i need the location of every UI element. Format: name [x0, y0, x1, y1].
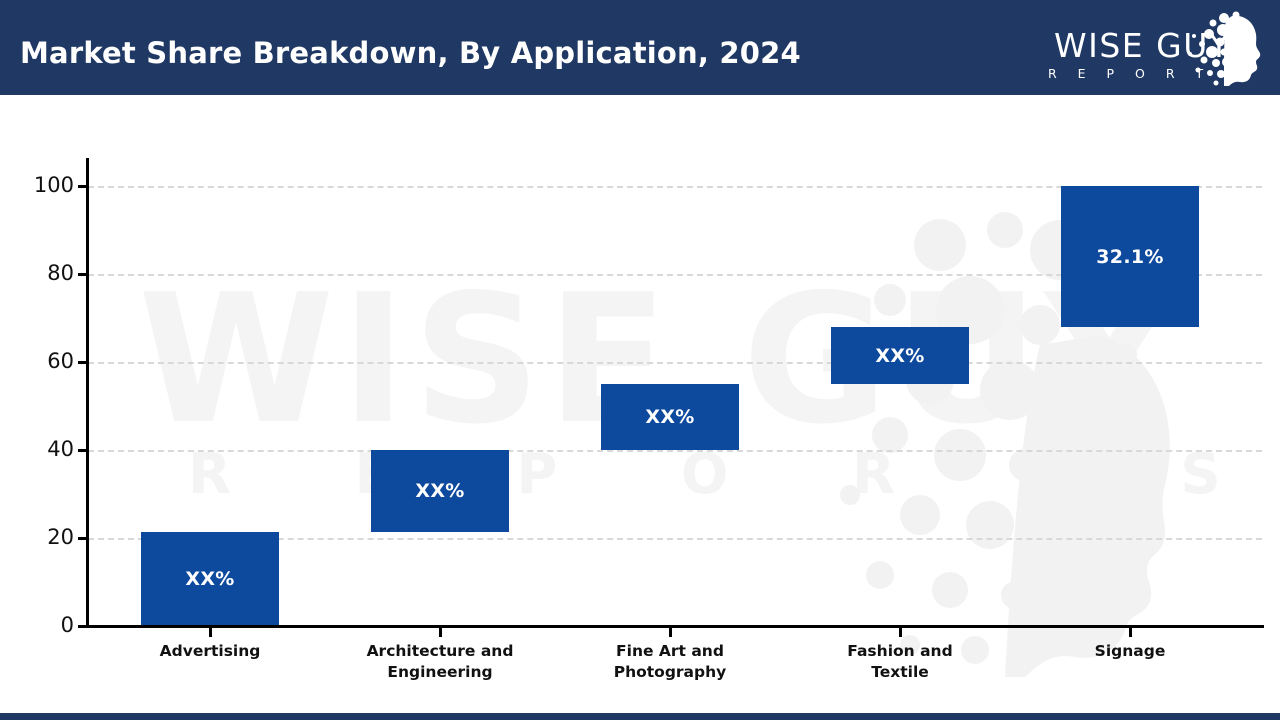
bar-value-label: XX% — [645, 406, 695, 428]
y-axis-tick — [78, 625, 87, 628]
y-axis-line — [86, 158, 89, 628]
x-axis-tick — [209, 628, 212, 637]
header-bar: Market Share Breakdown, By Application, … — [0, 0, 1280, 95]
x-axis-category-label: Fine Art and Photography — [613, 642, 727, 681]
x-axis-tick — [669, 628, 672, 637]
footer-bar — [0, 713, 1280, 720]
x-axis-category-label: Fashion and Textile — [847, 642, 953, 681]
bar-fashion-and-textile: XX% — [831, 327, 969, 384]
y-axis-tick — [78, 273, 87, 276]
y-axis-tick-label: 20 — [47, 525, 74, 549]
bar-value-label: XX% — [875, 344, 925, 367]
y-axis-tick-label: 100 — [33, 173, 74, 197]
x-axis-tick — [439, 628, 442, 637]
y-axis-tick-label: 0 — [60, 613, 74, 637]
x-axis-tick — [1129, 628, 1132, 637]
gridline-80 — [88, 274, 1262, 276]
y-axis-tick — [78, 361, 87, 364]
bar-value-label: XX% — [415, 480, 465, 503]
y-axis-tick-label: 40 — [47, 437, 74, 461]
y-axis-tick-label: 80 — [47, 261, 74, 285]
y-axis-tick — [78, 537, 87, 540]
x-axis-line — [86, 625, 1264, 628]
x-axis-category-label: Advertising — [159, 642, 261, 660]
gridline-100 — [88, 186, 1262, 188]
y-axis-tick — [78, 185, 87, 188]
gridline-60 — [88, 362, 1262, 364]
x-axis-tick — [899, 628, 902, 637]
y-axis-tick-label: 60 — [47, 349, 74, 373]
logo-face-icon — [1188, 11, 1261, 87]
gridline-20 — [88, 538, 1262, 540]
bar-architecture-and-engineering: XX% — [371, 450, 509, 533]
bar-signage: 32.1% — [1061, 186, 1199, 328]
bar-value-label: 32.1% — [1096, 245, 1164, 268]
gridline-40 — [88, 450, 1262, 452]
wiseguy-logo: WISE GUY R E P O R T S — [1016, 8, 1266, 88]
bar-fine-art-and-photography: XX% — [601, 384, 739, 450]
x-axis-category-label: Signage — [1094, 642, 1166, 660]
bar-value-label: XX% — [185, 568, 235, 591]
x-axis-category-label: Architecture and Engineering — [366, 642, 514, 681]
bar-advertising: XX% — [141, 532, 279, 626]
logo-subtitle: R E P O R T S — [1048, 66, 1241, 81]
chart-area: WISE GUY R E P O R T S 0 20 40 60 80 100 XX% Ad — [0, 95, 1280, 713]
y-axis-tick — [78, 449, 87, 452]
page-title: Market Share Breakdown, By Application, … — [20, 36, 801, 70]
